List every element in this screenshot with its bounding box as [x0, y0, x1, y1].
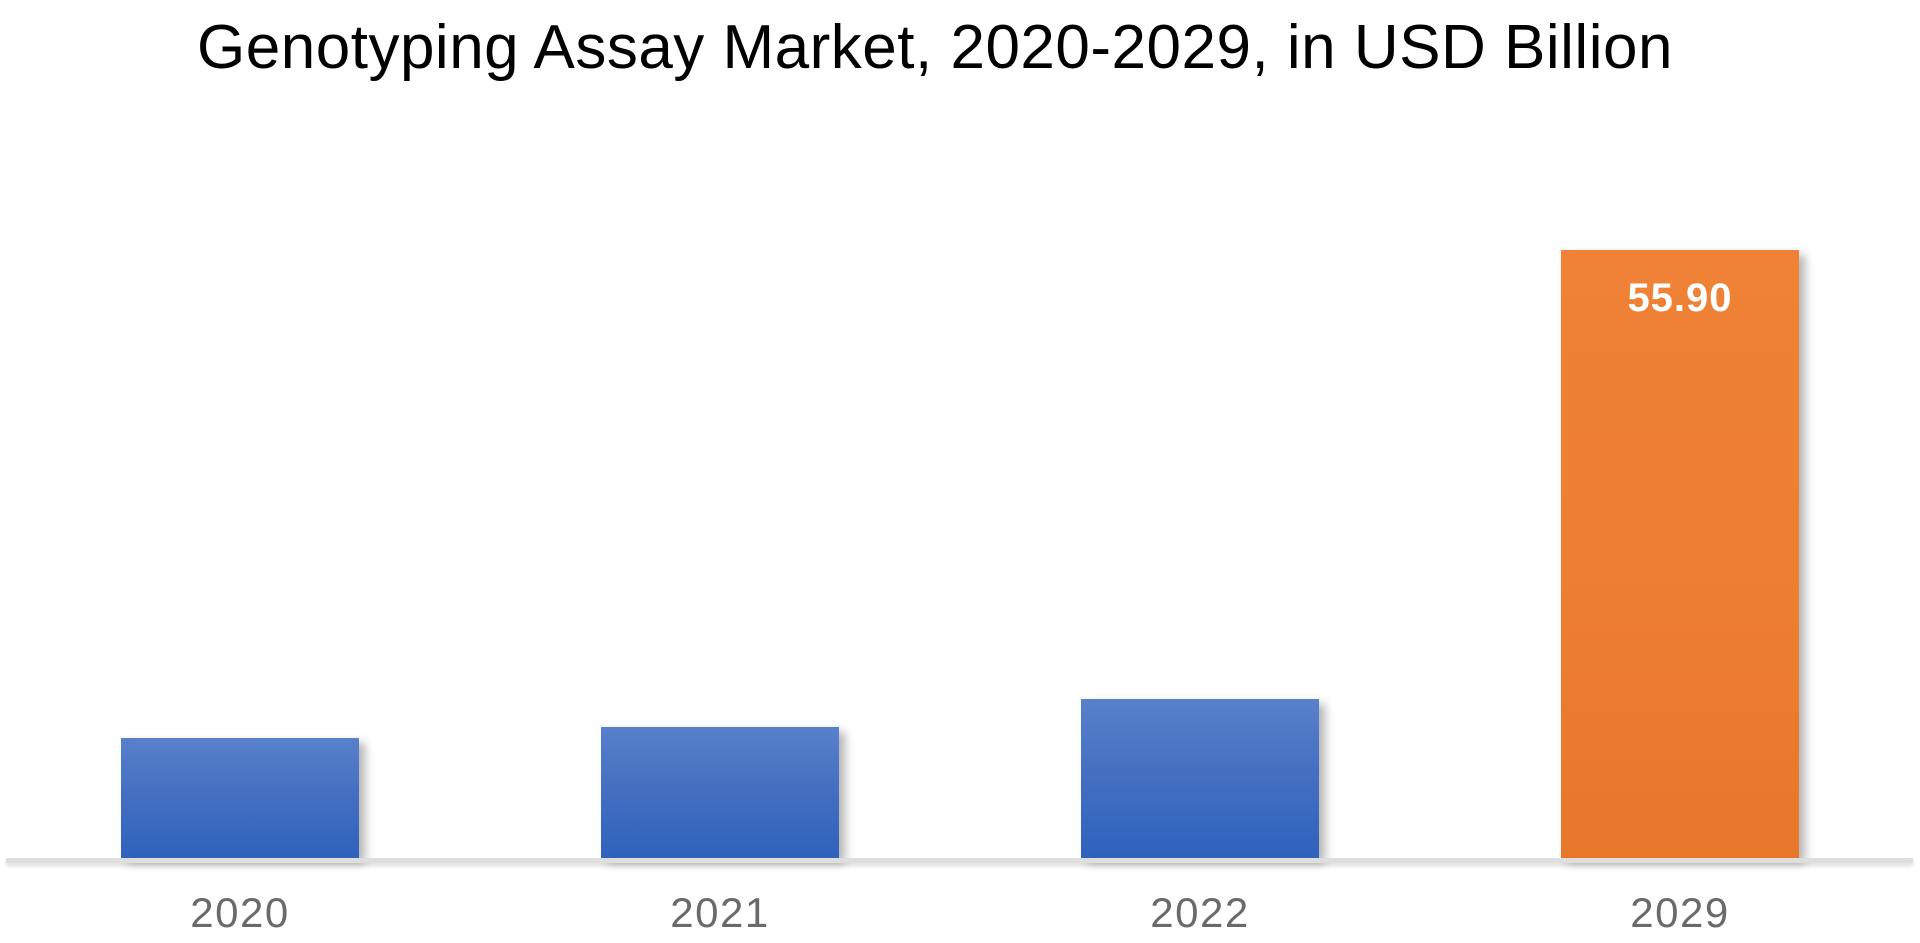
x-axis-labels: 2020 2021 2022 2029: [0, 885, 1920, 941]
bar-2021: [601, 727, 839, 858]
bar-2029: 55.90: [1561, 250, 1799, 858]
bar-value-label-2029: 55.90: [1627, 276, 1733, 320]
x-tick-2021: 2021: [670, 889, 770, 936]
x-axis-line: [6, 858, 1913, 863]
bar-2022: [1081, 699, 1319, 858]
plot-area: 55.90: [0, 218, 1920, 858]
bar-group-2029: 55.90: [1440, 218, 1920, 858]
x-tick-2022: 2022: [1150, 889, 1250, 936]
bar-group-2021: [480, 218, 960, 858]
x-tick-2020: 2020: [190, 889, 290, 936]
bar-group-2020: [0, 218, 480, 858]
chart-title: Genotyping Assay Market, 2020-2029, in U…: [197, 13, 1673, 82]
bar-group-2022: [960, 218, 1440, 858]
x-tick-2029: 2029: [1630, 889, 1730, 936]
bar-2020: [121, 738, 359, 858]
